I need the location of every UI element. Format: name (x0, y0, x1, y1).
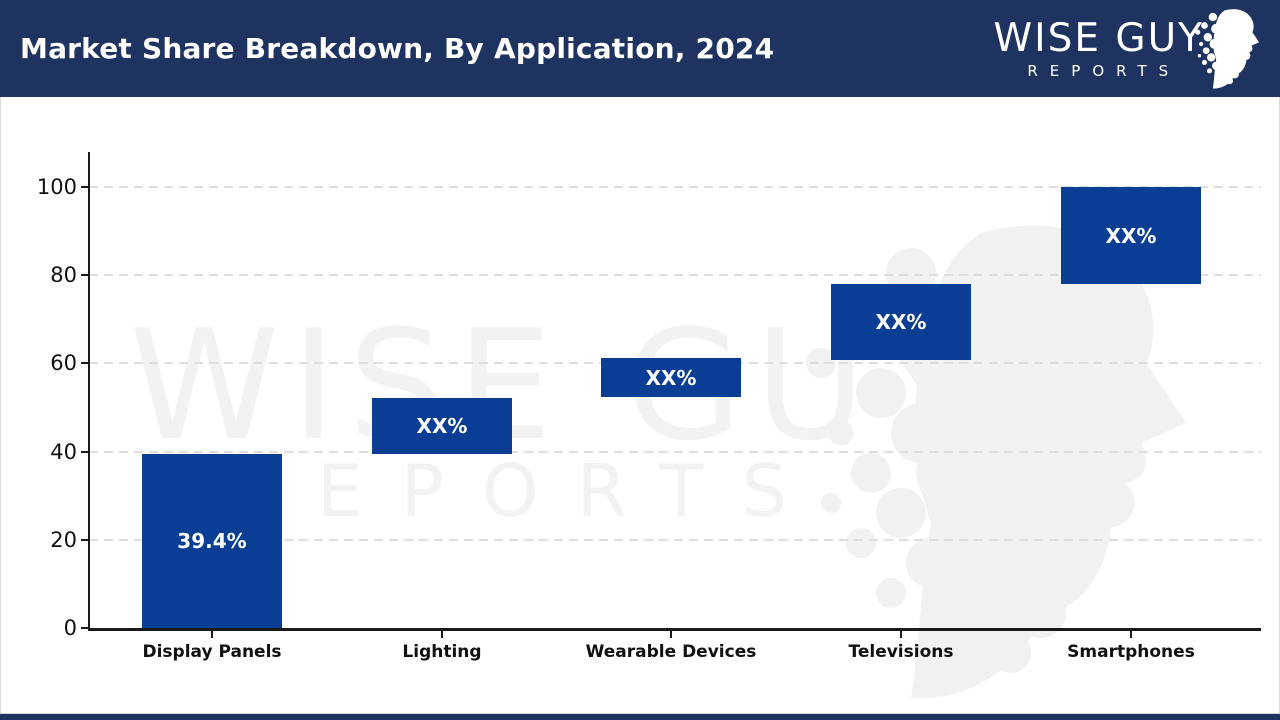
y-tick-100 (81, 186, 88, 188)
x-tick-label-4: Smartphones (1067, 642, 1195, 662)
logo-text: WISE GUY REPORTS (993, 16, 1204, 81)
x-tick-3 (900, 631, 902, 638)
y-tick-60 (81, 362, 88, 365)
bar-smartphones: XX% (1061, 187, 1201, 285)
x-tick-label-1: Lighting (402, 642, 482, 662)
y-tick-0 (81, 627, 88, 629)
y-tick-40 (81, 450, 88, 453)
y-tick-label-100: 100 (36, 175, 77, 199)
bar-televisions: XX% (831, 284, 971, 361)
bar-value-label: XX% (875, 310, 927, 335)
bar-value-label: XX% (1105, 223, 1157, 248)
y-tick-80 (81, 274, 88, 277)
chart-title: Market Share Breakdown, By Application, … (20, 32, 775, 65)
watermark-text-1: WISE GUY (129, 297, 983, 474)
x-tick-label-0: Display Panels (142, 642, 282, 662)
x-tick-2 (670, 631, 672, 638)
x-axis-line (89, 628, 1261, 631)
bar-wearable-devices: XX% (601, 358, 741, 398)
wise-guy-logo: WISE GUY REPORTS (994, 6, 1266, 92)
bar-value-label: XX% (645, 365, 697, 390)
watermark-text-2: REPORTS (229, 449, 826, 533)
x-tick-4 (1130, 631, 1132, 638)
y-tick-label-40: 40 (50, 439, 77, 464)
bar-value-label: 39.4% (177, 529, 247, 554)
footer-band (0, 714, 1280, 720)
y-tick-label-80: 80 (50, 263, 77, 288)
y-tick-label-0: 0 (63, 616, 77, 640)
gridline-20 (89, 538, 1261, 541)
bar-lighting: XX% (372, 397, 512, 455)
gridline-80 (89, 274, 1261, 277)
y-tick-label-60: 60 (50, 351, 77, 376)
wise-guy-head-icon (1195, 9, 1260, 89)
plot-area: WISE GUY REPORTS 0 20 40 60 80 100 39.4% Displa… (0, 97, 1280, 714)
gridline-100 (89, 186, 1261, 188)
x-tick-label-3: Televisions (848, 642, 954, 662)
x-tick-label-2: Wearable Devices (585, 642, 757, 662)
bar-display-panels: 39.4% (142, 454, 282, 628)
logo-subtext: REPORTS (1027, 62, 1181, 80)
logo-wordmark: WISE GUY (993, 16, 1204, 61)
y-tick-label-20: 20 (50, 527, 77, 552)
header-band: Market Share Breakdown, By Application, … (0, 0, 1280, 97)
y-tick-20 (81, 538, 88, 541)
gridline-40 (89, 450, 1261, 453)
x-tick-1 (441, 631, 443, 638)
bar-value-label: XX% (416, 414, 468, 439)
y-axis-line (88, 152, 90, 631)
x-tick-0 (211, 631, 213, 638)
